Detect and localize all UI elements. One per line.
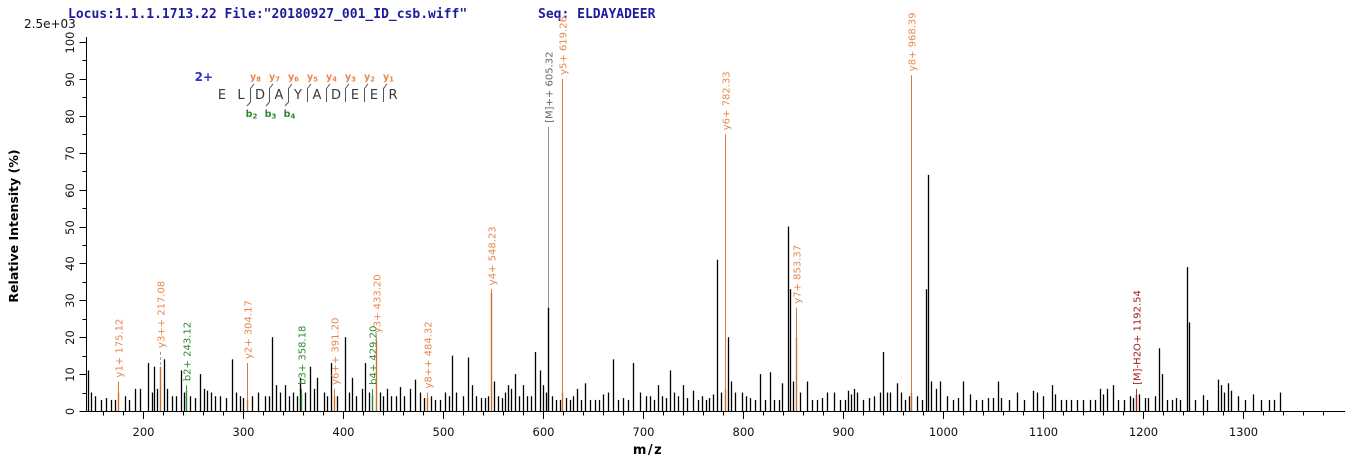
b-ion-label-b2: b2: [246, 109, 258, 121]
peak-label-text: y1+ 175.12: [115, 319, 126, 378]
y-axis-title: Relative Intensity (%): [6, 149, 21, 302]
annotated-peak-y2+: y2+ 304.17: [244, 300, 255, 411]
fragment-cut-mark: [284, 83, 293, 107]
x-tick-label: 1200: [1129, 425, 1158, 439]
peak-label-text: y6++ 391.20: [331, 318, 342, 385]
y-tick-label: 90: [63, 72, 77, 87]
fragment-cut-mark: [326, 83, 331, 102]
x-tick-label: 800: [733, 425, 755, 439]
x-axis-title: m/z: [633, 443, 663, 458]
y-ion-label-y7: y7: [269, 72, 280, 84]
residue-1-E: E: [218, 88, 226, 103]
residue-8-E: E: [351, 88, 359, 103]
annotated-peak-[M]++: [M]++ 605.32: [545, 52, 556, 411]
annotated-peak-y6++: y6++ 391.20: [331, 318, 342, 411]
y-tick-label: 100: [63, 32, 77, 54]
header-locus-file: Locus:1.1.1.1713.22 File:"20180927_001_I…: [68, 7, 467, 22]
x-tick-label: 1000: [929, 425, 958, 439]
x-tick-label: 200: [133, 425, 155, 439]
x-tick-label: 700: [633, 425, 655, 439]
residue-4-A: A: [275, 88, 284, 103]
peak-annotations-layer: y1+ 175.12 y3++ 217.08 b2+ 243.12 y2+ 304.1…: [115, 12, 1144, 411]
peak-label-text: y3+ 433.20: [373, 274, 384, 333]
annotated-peak-y8+: y8+ 968.39: [908, 12, 919, 411]
y-ion-label-y8: y8: [250, 72, 261, 84]
annotated-peak-y5+: y5+ 619.26: [559, 16, 570, 411]
annotated-peak-y1+: y1+ 175.12: [115, 319, 126, 411]
peak-label-text: y8+ 968.39: [908, 12, 919, 71]
y-ion-label-y5: y5: [307, 72, 318, 84]
y-ion-label-y3: y3: [345, 72, 356, 84]
annotated-peak-y3+: y3+ 433.20: [373, 274, 384, 411]
annotated-peak-[M]-H2O+: [M]-H2O+ 1192.54: [1133, 290, 1144, 411]
peak-label-text: y8++ 484.32: [424, 321, 435, 388]
peak-label-text: b3+ 358.18: [298, 326, 309, 385]
y-tick-label: 50: [63, 220, 77, 235]
residue-9-E: E: [370, 88, 378, 103]
fragment-cut-mark: [345, 83, 350, 102]
precursor-charge-label: 2+: [195, 70, 213, 84]
y-tick-label: 80: [63, 109, 77, 124]
annotated-peak-y3++: y3++ 217.08: [157, 281, 168, 411]
annotated-peak-y4+: y4+ 548.23: [488, 226, 499, 411]
x-tick-label: 600: [533, 425, 555, 439]
peak-label-text: y3++ 217.08: [157, 281, 168, 348]
peak-label-text: [M]++ 605.32: [545, 52, 556, 123]
x-tick-label: 500: [433, 425, 455, 439]
fragment-cut-mark: [383, 83, 388, 102]
annotated-peak-y8++: y8++ 484.32: [424, 321, 435, 411]
residue-5-Y: Y: [293, 88, 302, 103]
residue-10-R: R: [388, 88, 397, 103]
y-ion-label-y4: y4: [326, 72, 337, 84]
peak-label-text: b4+ 429.20: [369, 326, 380, 385]
residue-7-D: D: [331, 88, 341, 103]
y-tick-label: 70: [63, 146, 77, 161]
residue-6-A: A: [313, 88, 322, 103]
x-tick-label: 1100: [1029, 425, 1058, 439]
annotated-peak-y7+: y7+ 853.37: [793, 245, 804, 411]
x-tick-label: 1300: [1229, 425, 1258, 439]
axes: 200 300 400 500 600 700 800 900 1000 1100 1200 1300…: [63, 32, 1345, 439]
annotated-peak-y6+: y6+ 782.33: [722, 71, 733, 411]
y-tick-label: 60: [63, 183, 77, 198]
annotated-peak-b2+: b2+ 243.12: [183, 322, 194, 411]
b-ion-label-b4: b4: [284, 109, 296, 121]
residue-3-D: D: [255, 88, 265, 103]
x-tick-label: 900: [833, 425, 855, 439]
residue-2-L: L: [237, 88, 245, 103]
y-ion-label-y6: y6: [288, 72, 299, 84]
peaks-layer: [87, 174, 1282, 411]
peak-label-text: y2+ 304.17: [244, 300, 255, 359]
peak-label-text: y6+ 782.33: [722, 71, 733, 130]
peak-label-text: y5+ 619.26: [559, 16, 570, 75]
peak-label-text: b2+ 243.12: [183, 322, 194, 381]
b-ion-label-b3: b3: [265, 109, 277, 121]
y-ion-label-y1: y1: [383, 72, 394, 84]
y-tick-label: 0: [63, 408, 77, 415]
y-tick-label: 40: [63, 256, 77, 271]
y-tick-label: 20: [63, 330, 77, 345]
peak-label-text: y7+ 853.37: [793, 245, 804, 304]
x-tick-label: 300: [233, 425, 255, 439]
y-tick-label: 10: [63, 367, 77, 382]
header-seq: Seq: ELDAYADEER: [538, 7, 656, 22]
fragment-cut-mark: [246, 83, 255, 107]
peak-label-text: y4+ 548.23: [488, 226, 499, 285]
intensity-scale-note: 2.5e+03: [24, 17, 76, 31]
peak-label-text: [M]-H2O+ 1192.54: [1133, 290, 1144, 385]
fragment-cut-mark: [265, 83, 274, 107]
y-ion-label-y2: y2: [364, 72, 375, 84]
fragment-cut-mark: [307, 83, 312, 102]
fragment-cut-mark: [364, 83, 369, 102]
x-tick-label: 400: [333, 425, 355, 439]
annotated-peak-b3+: b3+ 358.18: [298, 326, 309, 411]
annotated-peak-b4+: b4+ 429.20: [369, 326, 380, 411]
y-tick-label: 30: [63, 293, 77, 308]
